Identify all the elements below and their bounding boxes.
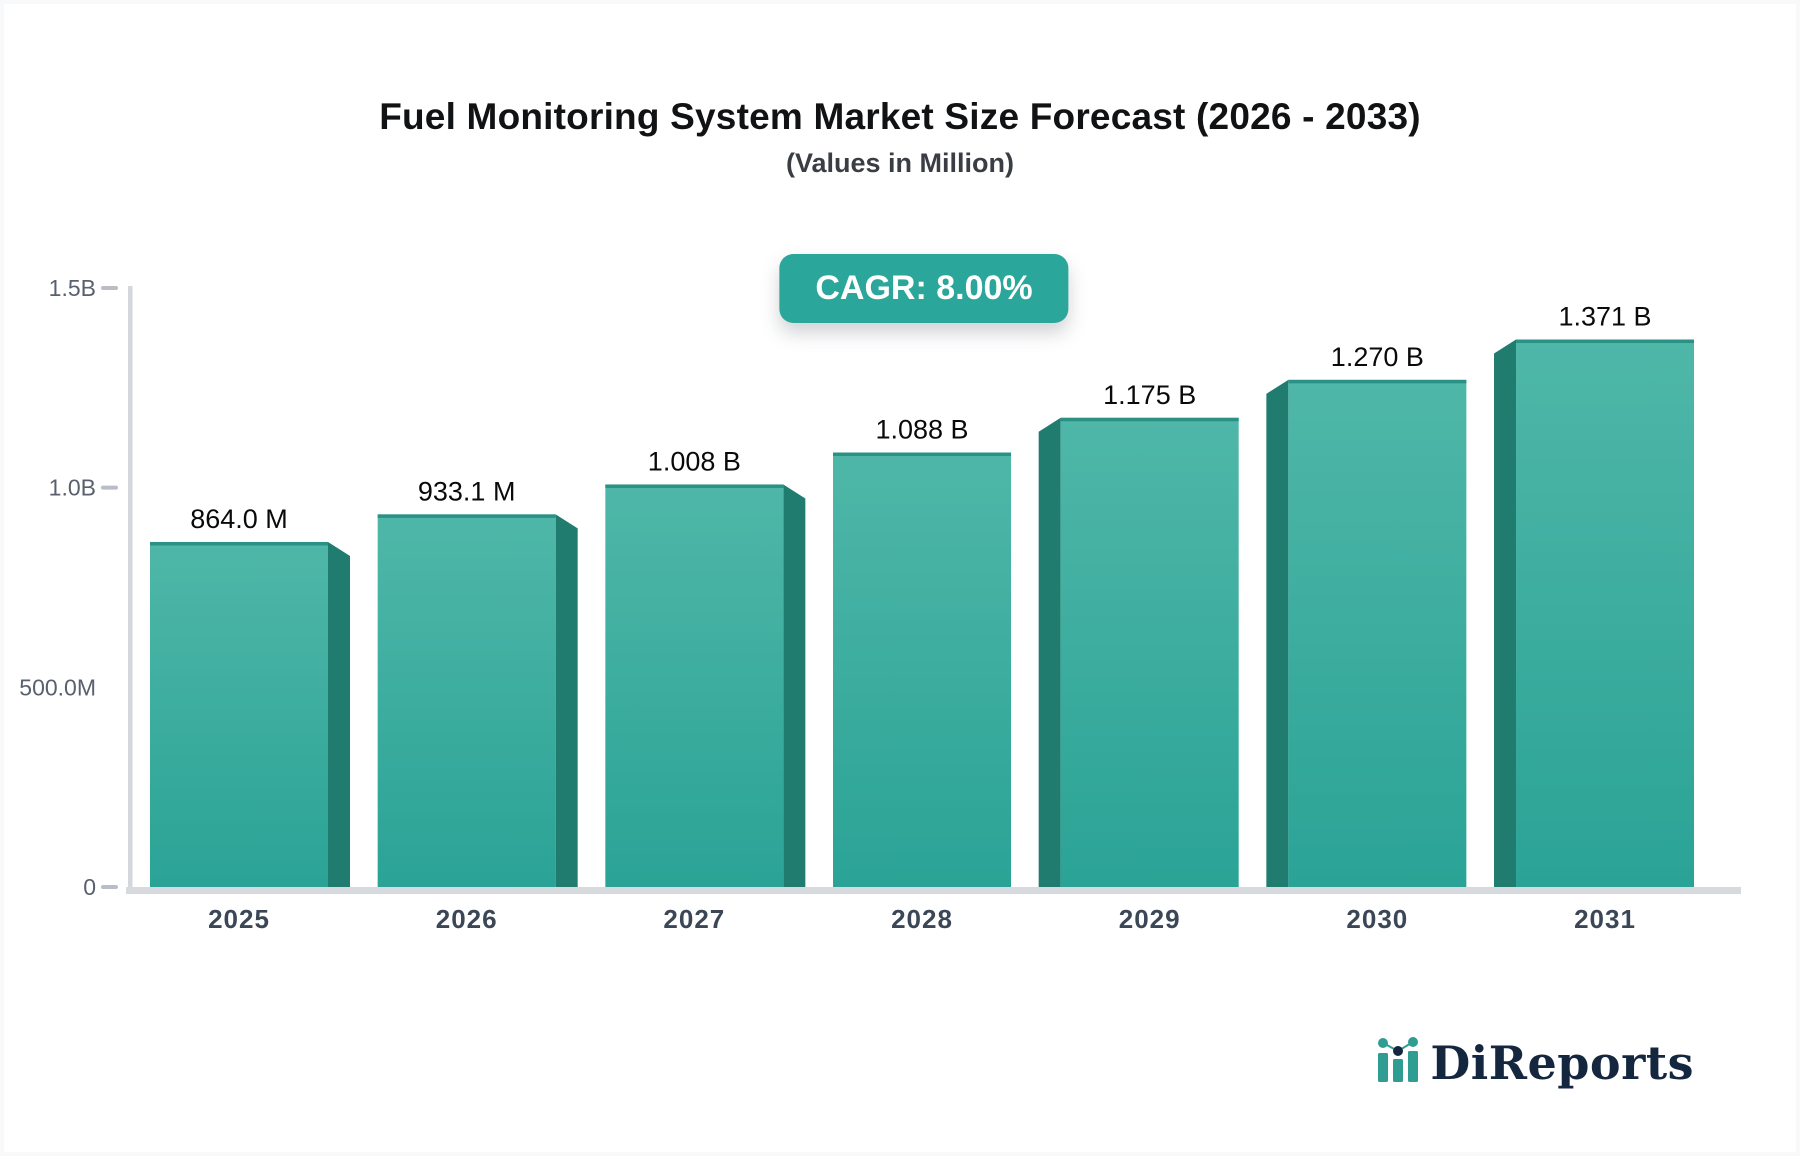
bar-top-edge xyxy=(1060,417,1239,422)
bar-side-face xyxy=(783,484,806,887)
bar-top-edge xyxy=(605,484,784,488)
x-axis-label: 2028 xyxy=(891,904,953,934)
bar-value-label: 1.270 B xyxy=(1331,342,1424,372)
bar-2030 xyxy=(1288,379,1467,887)
y-axis-line xyxy=(128,286,133,891)
x-axis-label: 2025 xyxy=(208,904,270,934)
logo-text: DiReports xyxy=(1430,1036,1694,1090)
bar-2029 xyxy=(1060,417,1239,887)
x-axis-label: 2030 xyxy=(1346,904,1408,934)
bar-value-label: 1.371 B xyxy=(1558,302,1651,332)
x-axis-label: 2027 xyxy=(663,904,725,934)
bar-value-label: 1.175 B xyxy=(1103,380,1196,410)
y-tick-dash xyxy=(101,885,118,889)
chart-subtitle: (Values in Million) xyxy=(785,148,1015,178)
bar-top-edge xyxy=(1516,339,1695,344)
logo-chart-icon xyxy=(1378,1037,1419,1082)
bar-side-face xyxy=(1494,339,1517,887)
x-axis-baseline xyxy=(126,887,1741,894)
bar-top-edge xyxy=(1288,379,1467,384)
bar-2027 xyxy=(605,484,784,887)
bar-2026 xyxy=(377,514,556,887)
bar-side-face xyxy=(1038,417,1061,887)
bar-side-face xyxy=(328,541,350,887)
x-axis-label: 2029 xyxy=(1119,904,1181,934)
y-tick-dash xyxy=(101,485,118,490)
cagr-badge: CAGR: 8.00% xyxy=(779,254,1069,323)
bar-side-face xyxy=(1266,379,1289,887)
bar-value-label: 933.1 M xyxy=(418,476,516,506)
bar-value-label: 1.008 B xyxy=(648,446,741,476)
bar-value-label: 1.088 B xyxy=(875,415,968,445)
bar-value-label: 864.0 M xyxy=(190,504,288,534)
bar-side-face xyxy=(555,514,578,887)
bar-top-edge xyxy=(377,514,556,518)
y-tick-dash xyxy=(101,286,118,290)
bar-top-edge xyxy=(150,541,328,546)
bar-2025 xyxy=(150,541,328,887)
y-tick-label: 1.5B xyxy=(49,275,96,301)
bar-top-edge xyxy=(833,452,1012,457)
bar-2031 xyxy=(1516,339,1695,887)
y-tick-label: 500.0M xyxy=(19,674,96,700)
bar-2028 xyxy=(833,452,1012,887)
y-tick-label: 1.0B xyxy=(49,475,96,501)
y-tick-label: 0 xyxy=(83,874,96,900)
x-axis-label: 2026 xyxy=(436,904,498,934)
chart-title: Fuel Monitoring System Market Size Forec… xyxy=(379,96,1421,137)
brand-logo: DiReports xyxy=(1376,1036,1694,1086)
x-axis-label: 2031 xyxy=(1574,904,1636,934)
